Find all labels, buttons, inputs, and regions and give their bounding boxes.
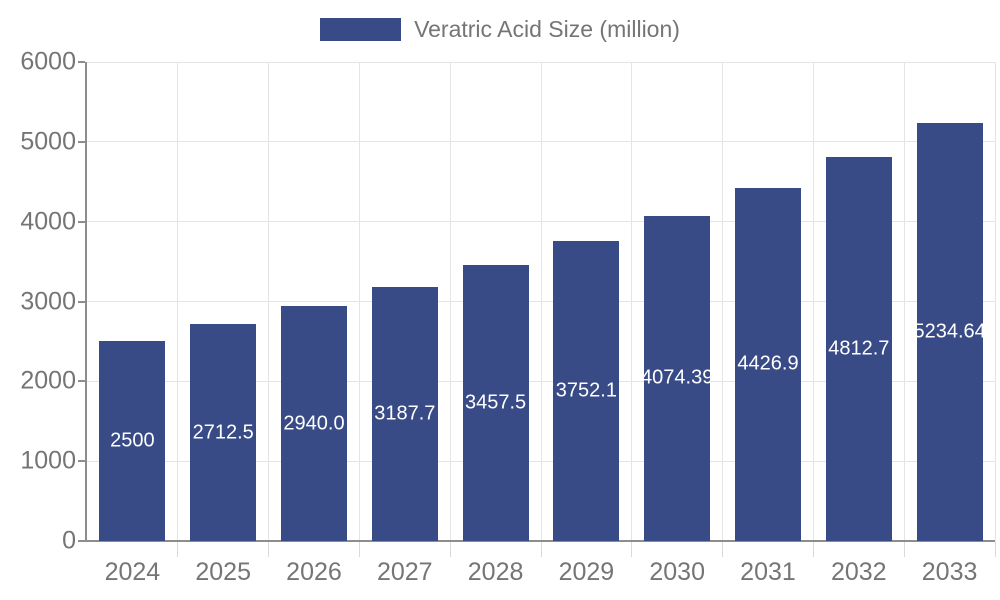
bar-value-label: 3752.1: [555, 379, 617, 402]
bar-2032: 4812.7: [825, 156, 892, 541]
bar-2024: 2500: [99, 341, 166, 541]
v-gridline: [540, 62, 542, 541]
bar-2028: 3457.5: [462, 264, 529, 541]
y-tick: [78, 300, 85, 303]
y-tick: [78, 460, 85, 463]
x-axis-tick-label: 2029: [558, 558, 615, 586]
x-axis-tick-label: 2028: [467, 558, 524, 586]
y-axis-tick-label: 4000: [20, 207, 76, 236]
v-gridline: [903, 62, 905, 541]
y-axis-line: [85, 62, 87, 541]
y-tick: [78, 140, 85, 143]
bar-value-label: 5234.64: [916, 320, 983, 343]
bar-2029: 3752.1: [553, 241, 620, 541]
y-axis-tick-label: 0: [62, 526, 76, 555]
y-tick: [78, 540, 85, 542]
x-tick: [994, 542, 996, 557]
v-gridline: [994, 62, 996, 541]
x-axis-tick-label: 2026: [286, 558, 342, 586]
v-gridline: [631, 62, 633, 541]
x-axis-tick-label: 2030: [649, 558, 705, 586]
chart-legend[interactable]: Veratric Acid Size (million): [0, 16, 1000, 43]
x-tick: [177, 542, 179, 557]
bar-2025: 2712.5: [190, 324, 257, 541]
x-axis-tick-label: 2032: [830, 558, 887, 586]
y-tick: [78, 220, 85, 223]
x-axis-tick-label: 2024: [104, 558, 161, 586]
bar-value-label: 2940.0: [283, 412, 345, 435]
y-axis-tick-label: 5000: [20, 127, 76, 156]
x-tick: [812, 542, 814, 557]
bar-value-label: 2500: [110, 429, 155, 452]
bar-2031: 4426.9: [735, 187, 801, 541]
v-gridline: [722, 62, 724, 541]
x-tick: [540, 542, 542, 557]
x-axis-line: [85, 540, 995, 542]
v-gridline: [358, 62, 360, 541]
bar-value-label: 2712.5: [192, 421, 254, 444]
v-gridline: [268, 62, 270, 541]
y-axis-tick-label: 3000: [20, 287, 76, 315]
x-tick: [449, 542, 451, 557]
bar-value-label: 4426.9: [737, 352, 799, 375]
x-tick: [358, 542, 360, 557]
x-tick: [722, 542, 724, 557]
bar-2030: 4074.39: [644, 215, 711, 541]
x-tick: [268, 542, 270, 557]
bar-value-label: 3457.5: [465, 391, 527, 414]
v-gridline: [177, 62, 179, 541]
y-axis-tick-label: 6000: [20, 47, 76, 76]
bar-2026: 2940.0: [281, 306, 347, 541]
y-tick: [78, 61, 85, 63]
x-tick: [631, 542, 633, 557]
v-gridline: [812, 62, 814, 541]
legend-swatch: [320, 18, 402, 41]
x-axis-tick-label: 2027: [376, 558, 433, 586]
y-tick: [78, 380, 85, 383]
y-axis-tick-label: 1000: [20, 446, 76, 475]
bar-value-label: 3187.7: [374, 402, 436, 425]
y-axis-tick-label: 2000: [20, 366, 76, 395]
bar-value-label: 4074.39: [644, 366, 711, 389]
bar-value-label: 4812.7: [828, 337, 890, 360]
bar-2033: 5234.64: [916, 123, 983, 541]
x-axis-tick-label: 2031: [740, 558, 796, 586]
legend-label: Veratric Acid Size (million): [414, 16, 680, 42]
x-axis-tick-label: 2025: [195, 558, 251, 586]
x-tick: [903, 542, 905, 557]
bar-2027: 3187.7: [371, 286, 438, 541]
v-gridline: [449, 62, 451, 541]
x-axis-tick-label: 2033: [921, 558, 978, 586]
